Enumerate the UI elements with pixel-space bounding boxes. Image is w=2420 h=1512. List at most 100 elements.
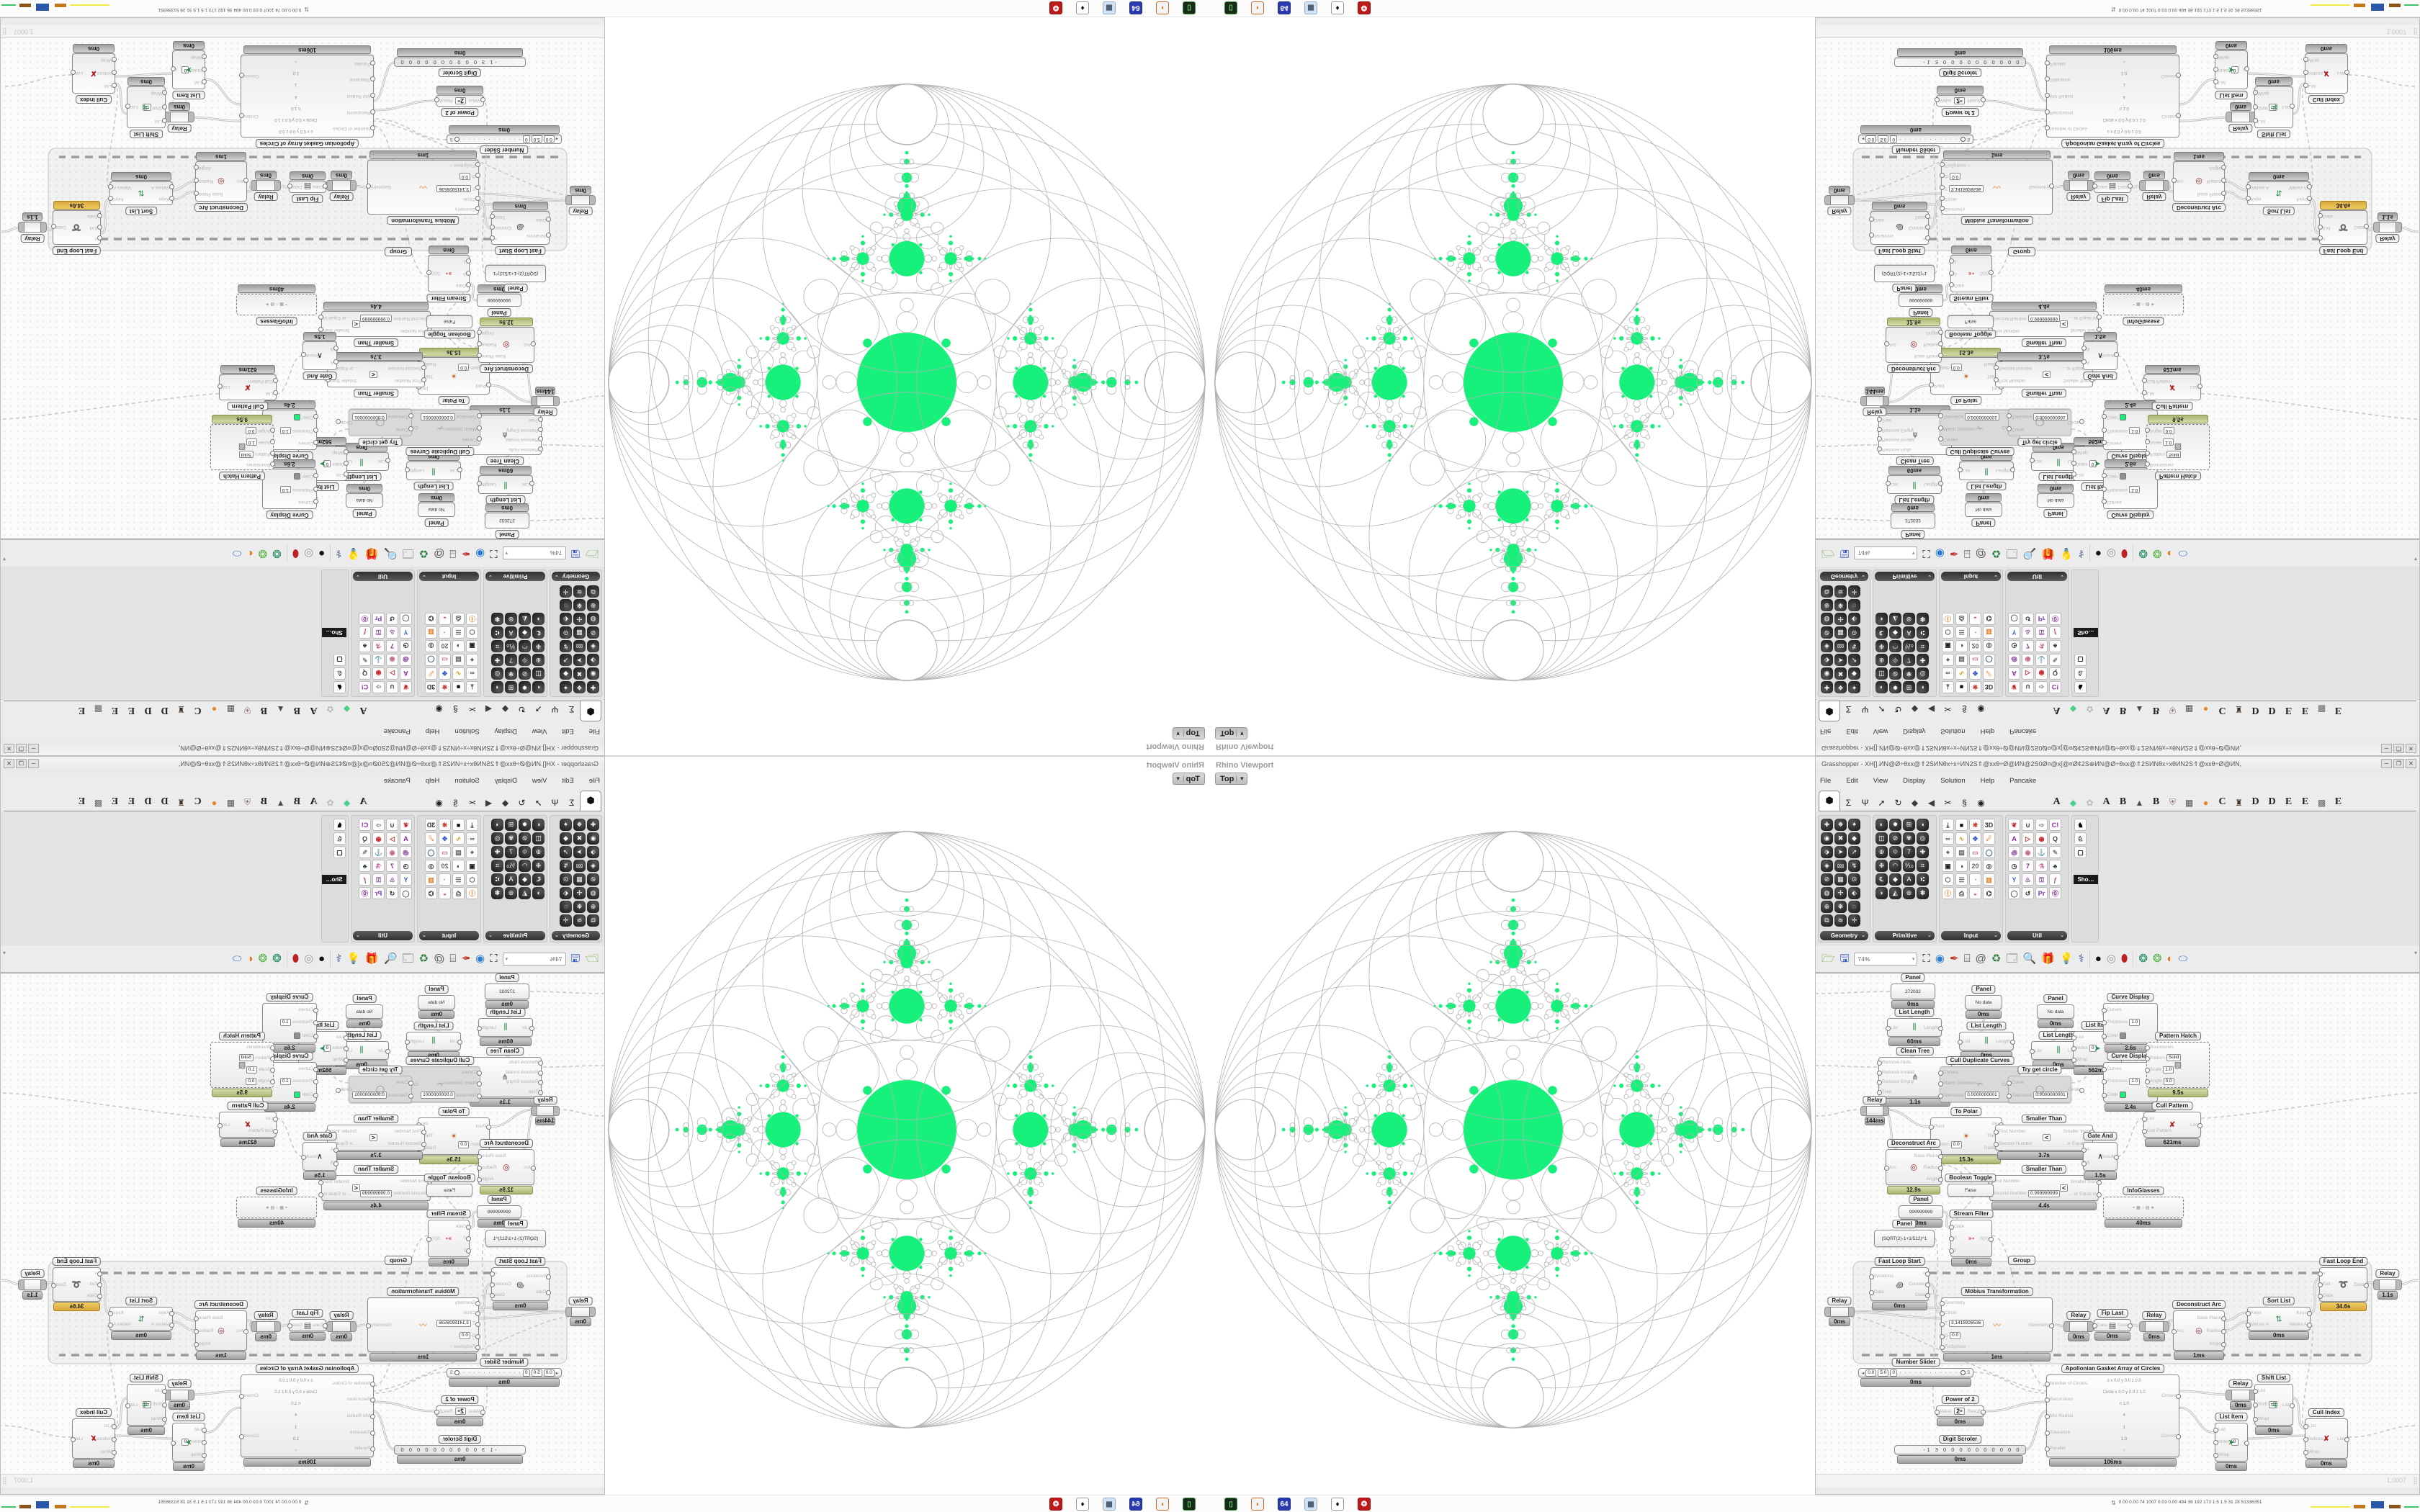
component-icon[interactable]: ⬡ <box>1942 626 1954 639</box>
node-relay-c[interactable]: Relay 1.1s <box>20 212 45 243</box>
tab-4[interactable]: ◆ <box>1911 798 1919 808</box>
node-panel-sqrt[interactable]: Panel (SQRT(2)-1+1/512)^1 <box>1874 1220 1935 1247</box>
tab-22[interactable]: D <box>161 705 169 716</box>
toolbar-icon-12[interactable]: 💡 <box>346 952 361 965</box>
component-icon[interactable]: ⌗ <box>491 860 503 872</box>
component-icon[interactable]: ◭ <box>519 887 531 899</box>
component-icon[interactable]: ◍ <box>1821 613 1833 625</box>
component-icon[interactable]: ◷ <box>2008 640 2020 652</box>
component-icon[interactable]: C! <box>2049 681 2061 693</box>
menu-help[interactable]: Help <box>1980 727 1995 736</box>
component-icon[interactable]: ♘ <box>333 832 346 845</box>
component-icon[interactable]: ♘ <box>2074 832 2087 845</box>
toolbar-icon-9[interactable]: 🗔 <box>2006 547 2018 560</box>
component-icon[interactable]: ◉ <box>1821 832 1833 845</box>
tab-1[interactable]: Ψ <box>551 798 559 808</box>
node-power-of-2[interactable]: Power of 2 Value 2ⁿ Result 0ms <box>436 86 484 117</box>
node-pattern-hatch[interactable]: Pattern Hatch Boundaries Pattern Solid Scale… <box>2146 415 2210 480</box>
tab-2[interactable]: ➚ <box>1878 704 1886 714</box>
component-icon[interactable]: ↯ <box>560 860 572 872</box>
component-icon[interactable]: ◌ <box>1848 901 1860 913</box>
component-icon[interactable]: ✎ <box>2049 846 2061 858</box>
component-icon[interactable]: ➤ <box>573 846 586 858</box>
toolbar-icon-20[interactable]: ❂ <box>258 547 268 560</box>
toolbar-icon-6[interactable]: ⌸ <box>1963 547 1971 560</box>
component-icon[interactable]: A <box>2008 832 2020 845</box>
component-icon[interactable]: ❉ <box>532 860 544 872</box>
component-icon[interactable]: ⬡ <box>466 873 478 886</box>
node-pattern-hatch[interactable]: Pattern Hatch Boundaries Pattern Solid Scale… <box>210 415 274 480</box>
node-number-slider[interactable]: Number Slider ◂ 0.0 5.0 0 5 0ms <box>447 1358 562 1387</box>
component-icon[interactable]: ≋ <box>1834 585 1847 598</box>
component-icon[interactable]: ⓪ <box>2049 613 2061 625</box>
node-list-length-2[interactable]: List Length List Length ⫼ 0ms <box>406 452 461 490</box>
node-smaller-than-2[interactable]: Smaller Than First Number Second Number 0.9… <box>1988 1165 2102 1210</box>
component-icon[interactable]: ❖ <box>1834 681 1847 693</box>
toolbar-scroll-arrow[interactable]: ▾ <box>3 556 6 562</box>
tab-20[interactable]: C <box>194 796 202 807</box>
tab-17[interactable]: ⛨ <box>2169 705 2176 715</box>
menu-solution[interactable]: Solution <box>454 776 480 785</box>
tab-10[interactable]: A <box>2053 705 2061 716</box>
node-curve-display-2[interactable]: Curve Display Curves Thickness 1.0 Color 2.4s <box>2101 1052 2158 1112</box>
component-icon[interactable]: ≋ <box>573 914 586 927</box>
component-icon[interactable]: ◉ <box>2035 667 2048 680</box>
toolbar-icon-21[interactable]: ◐ <box>246 547 254 560</box>
component-icon[interactable]: ⌖ <box>466 846 478 858</box>
component-icon[interactable]: ▢ <box>333 846 346 858</box>
toolbar-icon-9[interactable]: 🗔 <box>402 547 414 560</box>
component-icon[interactable]: ⊞ <box>1903 681 1915 693</box>
node-stream-filter[interactable]: Stream Filter Gate 0 1 S(0) ➳ 0ms <box>1948 1210 1994 1266</box>
node-list-item-2[interactable]: List Item List Index 0 Wrap i ➤ 0ms <box>2213 1413 2252 1471</box>
node-boolean-toggle[interactable]: Boolean Toggle False <box>424 315 475 338</box>
component-icon[interactable]: ⚿ <box>2035 626 2048 639</box>
tab-3[interactable]: ↻ <box>518 704 526 714</box>
component-icon[interactable]: ▷ <box>386 667 398 680</box>
node-sort-list[interactable]: Sort List Keys Values A Keys Values A ⇅ 0ms <box>109 172 173 215</box>
component-icon[interactable]: ▷ <box>386 832 398 845</box>
node-deconstruct-arc-1[interactable]: Deconstruct Arc Arc Base Plane Radius Angle ◎… <box>478 1139 534 1194</box>
component-icon[interactable]: ✎ <box>2049 654 2061 666</box>
node-panel-no-data-2[interactable]: Panel No data 0ms <box>346 484 383 518</box>
component-icon[interactable]: ✥ <box>439 667 451 680</box>
grasshopper-title-bar[interactable]: Grasshopper - XH[].ИN@Ø÷θxx@⇑2SИNθx÷x÷ИN… <box>1 757 604 773</box>
toolbar-icon-7[interactable]: @ <box>1975 952 1986 965</box>
node-relay-d[interactable]: Relay 0ms <box>2226 1380 2256 1410</box>
show-chip[interactable]: Sho… <box>2074 875 2098 884</box>
component-icon[interactable]: ▢ <box>2074 654 2087 666</box>
component-icon[interactable]: ◆ <box>1889 873 1901 886</box>
component-icon[interactable]: ❋ <box>439 819 451 831</box>
component-icon[interactable]: ◠ <box>519 640 531 652</box>
component-icon[interactable]: ◒ <box>1969 887 1981 899</box>
palette-group-label[interactable]: Geometry ⌄ <box>552 572 600 581</box>
component-icon[interactable]: ⊚ <box>1903 887 1915 899</box>
toolbar-icon-19[interactable]: ❂ <box>2138 547 2148 560</box>
node-relay-144[interactable]: Relay 144ms <box>533 387 557 416</box>
toolbar-icon-4[interactable]: ◉ <box>1935 547 1945 560</box>
component-icon[interactable]: ⌗ <box>491 640 503 652</box>
component-icon[interactable]: ∿ <box>452 832 465 845</box>
component-icon[interactable]: ♞ <box>333 819 346 831</box>
component-icon[interactable]: ◒ <box>439 887 451 899</box>
component-icon[interactable]: ∪ <box>2022 681 2034 693</box>
tab-13[interactable]: A <box>2102 705 2110 716</box>
terminal-icon[interactable]: ▯ <box>1224 1 1237 14</box>
toolbar-icon-10[interactable]: 🔍 <box>2022 952 2037 965</box>
component-icon[interactable]: ⊘ <box>1821 626 1833 639</box>
tab-19[interactable]: ● <box>211 704 218 714</box>
component-icon[interactable]: ◆ <box>1848 667 1860 680</box>
component-icon[interactable]: ◷ <box>2008 860 2020 872</box>
node-panel-sqrt[interactable]: Panel (SQRT(2)-1+1/512)^1 <box>485 1220 546 1247</box>
toolbar-icon-3[interactable]: ⛶ <box>1922 952 1930 965</box>
palette-group-label[interactable]: Input ⌄ <box>1941 931 2001 940</box>
toolbar-icon-0[interactable]: 🗁 <box>585 547 599 560</box>
component-icon[interactable]: Pr <box>2035 887 2048 899</box>
node-list-length-2[interactable]: List Length List Length ⫼ 0ms <box>1959 452 2014 490</box>
component-icon[interactable]: ⊕ <box>532 654 544 666</box>
component-icon[interactable]: ♨ <box>386 626 398 639</box>
component-icon[interactable]: ◉ <box>372 667 385 680</box>
palette-group-label[interactable]: Geometry ⌄ <box>552 931 600 940</box>
component-icon[interactable]: ♘ <box>333 667 346 680</box>
node-smaller-than-1[interactable]: Smaller Than First Number Second Number < Sm… <box>327 352 425 397</box>
component-icon[interactable]: ◔ <box>439 873 451 886</box>
